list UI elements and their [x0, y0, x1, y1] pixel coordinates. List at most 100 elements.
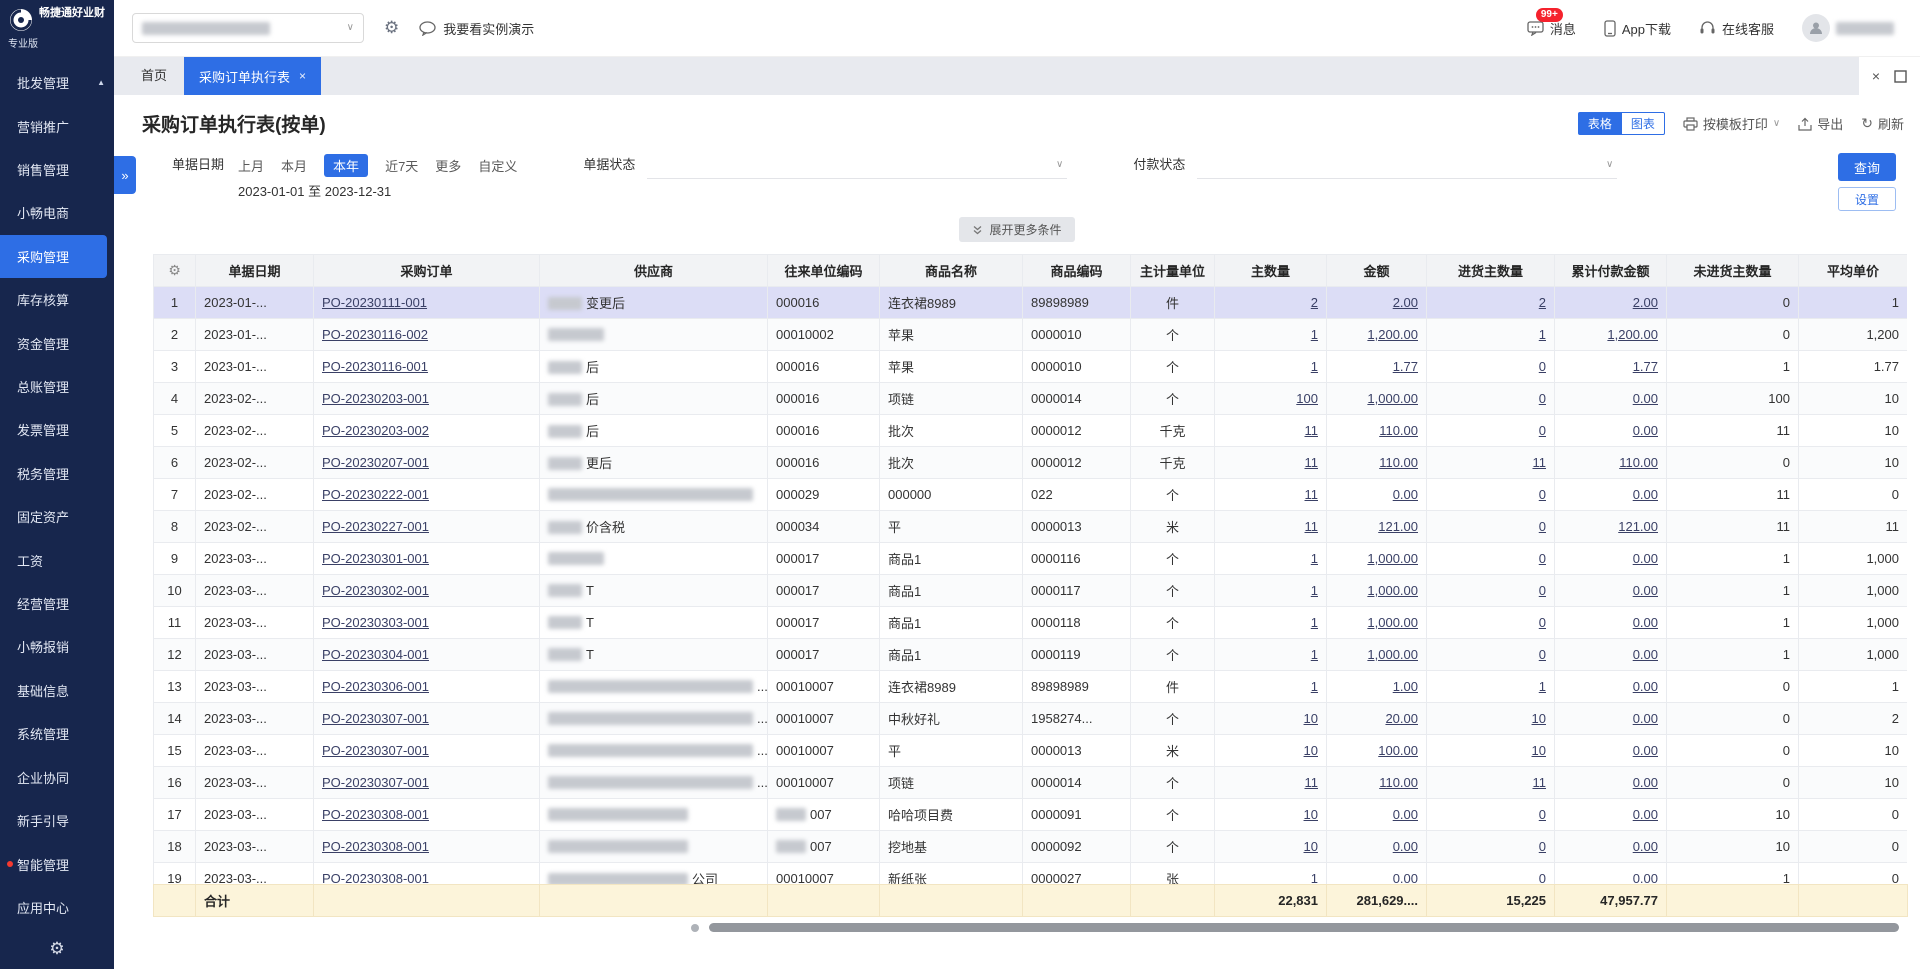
paid-link[interactable]: 0.00 — [1632, 743, 1658, 758]
paid-link[interactable]: 0.00 — [1632, 871, 1658, 884]
in-qty-link[interactable]: 1 — [1538, 327, 1546, 342]
qty-link[interactable]: 1 — [1310, 871, 1318, 884]
payment-select[interactable]: ∨ — [1197, 153, 1618, 179]
online-service-button[interactable]: 在线客服 — [1699, 19, 1774, 38]
tab-home[interactable]: 首页 — [141, 68, 168, 83]
column-header-in_qty[interactable]: 进货主数量 — [1426, 254, 1555, 287]
date-option-近7天[interactable]: 近7天 — [385, 158, 419, 174]
sidebar-item-营销推广[interactable]: 营销推广 — [0, 104, 114, 147]
sidebar-settings-gear-icon[interactable]: ⚙ — [49, 939, 65, 958]
date-option-更多[interactable]: 更多 — [435, 158, 462, 174]
po-link[interactable]: PO-20230308-001 — [322, 871, 429, 884]
amount-link[interactable]: 0.00 — [1392, 807, 1418, 822]
in-qty-link[interactable]: 0 — [1538, 519, 1546, 534]
amount-link[interactable]: 1,000.00 — [1367, 551, 1418, 566]
po-link[interactable]: PO-20230308-001 — [322, 839, 429, 854]
sidebar-item-新手引导[interactable]: 新手引导 — [0, 799, 114, 842]
sidebar-item-小畅电商[interactable]: 小畅电商 — [0, 191, 114, 234]
app-download-button[interactable]: App下载 — [1604, 19, 1671, 38]
qty-link[interactable]: 10 — [1303, 839, 1318, 854]
user-menu[interactable] — [1802, 14, 1898, 42]
amount-link[interactable]: 1.77 — [1392, 359, 1418, 374]
column-settings-icon[interactable]: ⚙ — [168, 262, 181, 278]
export-button[interactable]: 导出 — [1798, 114, 1843, 133]
qty-link[interactable]: 100 — [1296, 391, 1318, 406]
amount-link[interactable]: 110.00 — [1379, 775, 1418, 790]
po-link[interactable]: PO-20230307-001 — [322, 775, 429, 790]
paid-link[interactable]: 0.00 — [1632, 711, 1658, 726]
sidebar-item-应用中心[interactable]: 应用中心 — [0, 886, 114, 929]
status-select[interactable]: ∨ — [647, 153, 1068, 179]
amount-link[interactable]: 1,000.00 — [1367, 391, 1418, 406]
sidebar-item-总账管理[interactable]: 总账管理 — [0, 365, 114, 408]
column-header-po[interactable]: 采购订单 — [313, 254, 540, 287]
tab-purchase-order-report[interactable]: 采购订单执行表 × — [184, 57, 322, 95]
column-header-paid[interactable]: 累计付款金额 — [1554, 254, 1667, 287]
in-qty-link[interactable]: 0 — [1538, 487, 1546, 502]
scrollbar-thumb[interactable] — [709, 923, 1899, 932]
sidebar-item-销售管理[interactable]: 销售管理 — [0, 148, 114, 191]
in-qty-link[interactable]: 0 — [1538, 615, 1546, 630]
amount-link[interactable]: 1.00 — [1392, 679, 1418, 694]
paid-link[interactable]: 0.00 — [1632, 423, 1658, 438]
amount-link[interactable]: 1,000.00 — [1367, 647, 1418, 662]
close-tab-icon[interactable]: × — [299, 69, 307, 83]
qty-link[interactable]: 11 — [1304, 423, 1319, 438]
view-chart-button[interactable]: 图表 — [1621, 112, 1665, 135]
amount-link[interactable]: 121.00 — [1378, 519, 1418, 534]
paid-link[interactable]: 0.00 — [1632, 487, 1658, 502]
amount-link[interactable]: 1,000.00 — [1367, 583, 1418, 598]
qty-link[interactable]: 10 — [1303, 807, 1318, 822]
paid-link[interactable]: 0.00 — [1632, 551, 1658, 566]
in-qty-link[interactable]: 1 — [1538, 679, 1546, 694]
column-header-qty[interactable]: 主数量 — [1214, 254, 1327, 287]
horizontal-scrollbar[interactable] — [153, 922, 1907, 933]
po-link[interactable]: PO-20230111-001 — [322, 295, 428, 310]
amount-link[interactable]: 0.00 — [1392, 487, 1418, 502]
sidebar-item-发票管理[interactable]: 发票管理 — [0, 408, 114, 451]
paid-link[interactable]: 121.00 — [1618, 519, 1658, 534]
qty-link[interactable]: 11 — [1304, 487, 1319, 502]
column-header-date[interactable]: 单据日期 — [195, 254, 314, 287]
expand-more-button[interactable]: 展开更多条件 — [959, 217, 1075, 242]
qty-link[interactable]: 1 — [1310, 647, 1318, 662]
paid-link[interactable]: 0.00 — [1632, 615, 1658, 630]
paid-link[interactable]: 1.77 — [1632, 359, 1658, 374]
refresh-button[interactable]: ↻ 刷新 — [1861, 114, 1904, 133]
in-qty-link[interactable]: 10 — [1531, 711, 1546, 726]
qty-link[interactable]: 11 — [1304, 455, 1319, 470]
paid-link[interactable]: 0.00 — [1632, 839, 1658, 854]
sidebar-item-固定资产[interactable]: 固定资产 — [0, 495, 114, 538]
amount-link[interactable]: 0.00 — [1392, 871, 1418, 884]
in-qty-link[interactable]: 0 — [1538, 583, 1546, 598]
amount-link[interactable]: 110.00 — [1379, 423, 1418, 438]
po-link[interactable]: PO-20230303-001 — [322, 615, 429, 630]
sidebar-item-资金管理[interactable]: 资金管理 — [0, 321, 114, 364]
qty-link[interactable]: 1 — [1310, 615, 1318, 630]
view-table-button[interactable]: 表格 — [1577, 112, 1622, 135]
column-header-n[interactable]: ⚙ — [153, 254, 196, 287]
po-link[interactable]: PO-20230307-001 — [322, 743, 429, 758]
po-link[interactable]: PO-20230222-001 — [322, 487, 429, 502]
org-selector[interactable]: ∨ — [132, 13, 364, 43]
in-qty-link[interactable]: 0 — [1538, 551, 1546, 566]
po-link[interactable]: PO-20230116-002 — [322, 327, 429, 342]
po-link[interactable]: PO-20230308-001 — [322, 807, 429, 822]
demo-link[interactable]: 我要看实例演示 — [419, 19, 534, 38]
in-qty-link[interactable]: 10 — [1531, 743, 1546, 758]
paid-link[interactable]: 0.00 — [1632, 647, 1658, 662]
po-link[interactable]: PO-20230116-001 — [322, 359, 429, 374]
paid-link[interactable]: 0.00 — [1632, 807, 1658, 822]
qty-link[interactable]: 10 — [1303, 743, 1318, 758]
date-option-上月[interactable]: 上月 — [238, 158, 265, 174]
amount-link[interactable]: 1,200.00 — [1367, 327, 1418, 342]
paid-link[interactable]: 0.00 — [1632, 391, 1658, 406]
qty-link[interactable]: 11 — [1304, 775, 1319, 790]
amount-link[interactable]: 0.00 — [1392, 839, 1418, 854]
po-link[interactable]: PO-20230207-001 — [322, 455, 429, 470]
date-option-自定义[interactable]: 自定义 — [478, 158, 518, 174]
settings-button[interactable]: 设置 — [1838, 187, 1896, 211]
in-qty-link[interactable]: 0 — [1538, 359, 1546, 374]
print-by-template-button[interactable]: 按模板打印 ∨ — [1683, 114, 1780, 133]
column-header-not_in[interactable]: 未进货主数量 — [1666, 254, 1799, 287]
